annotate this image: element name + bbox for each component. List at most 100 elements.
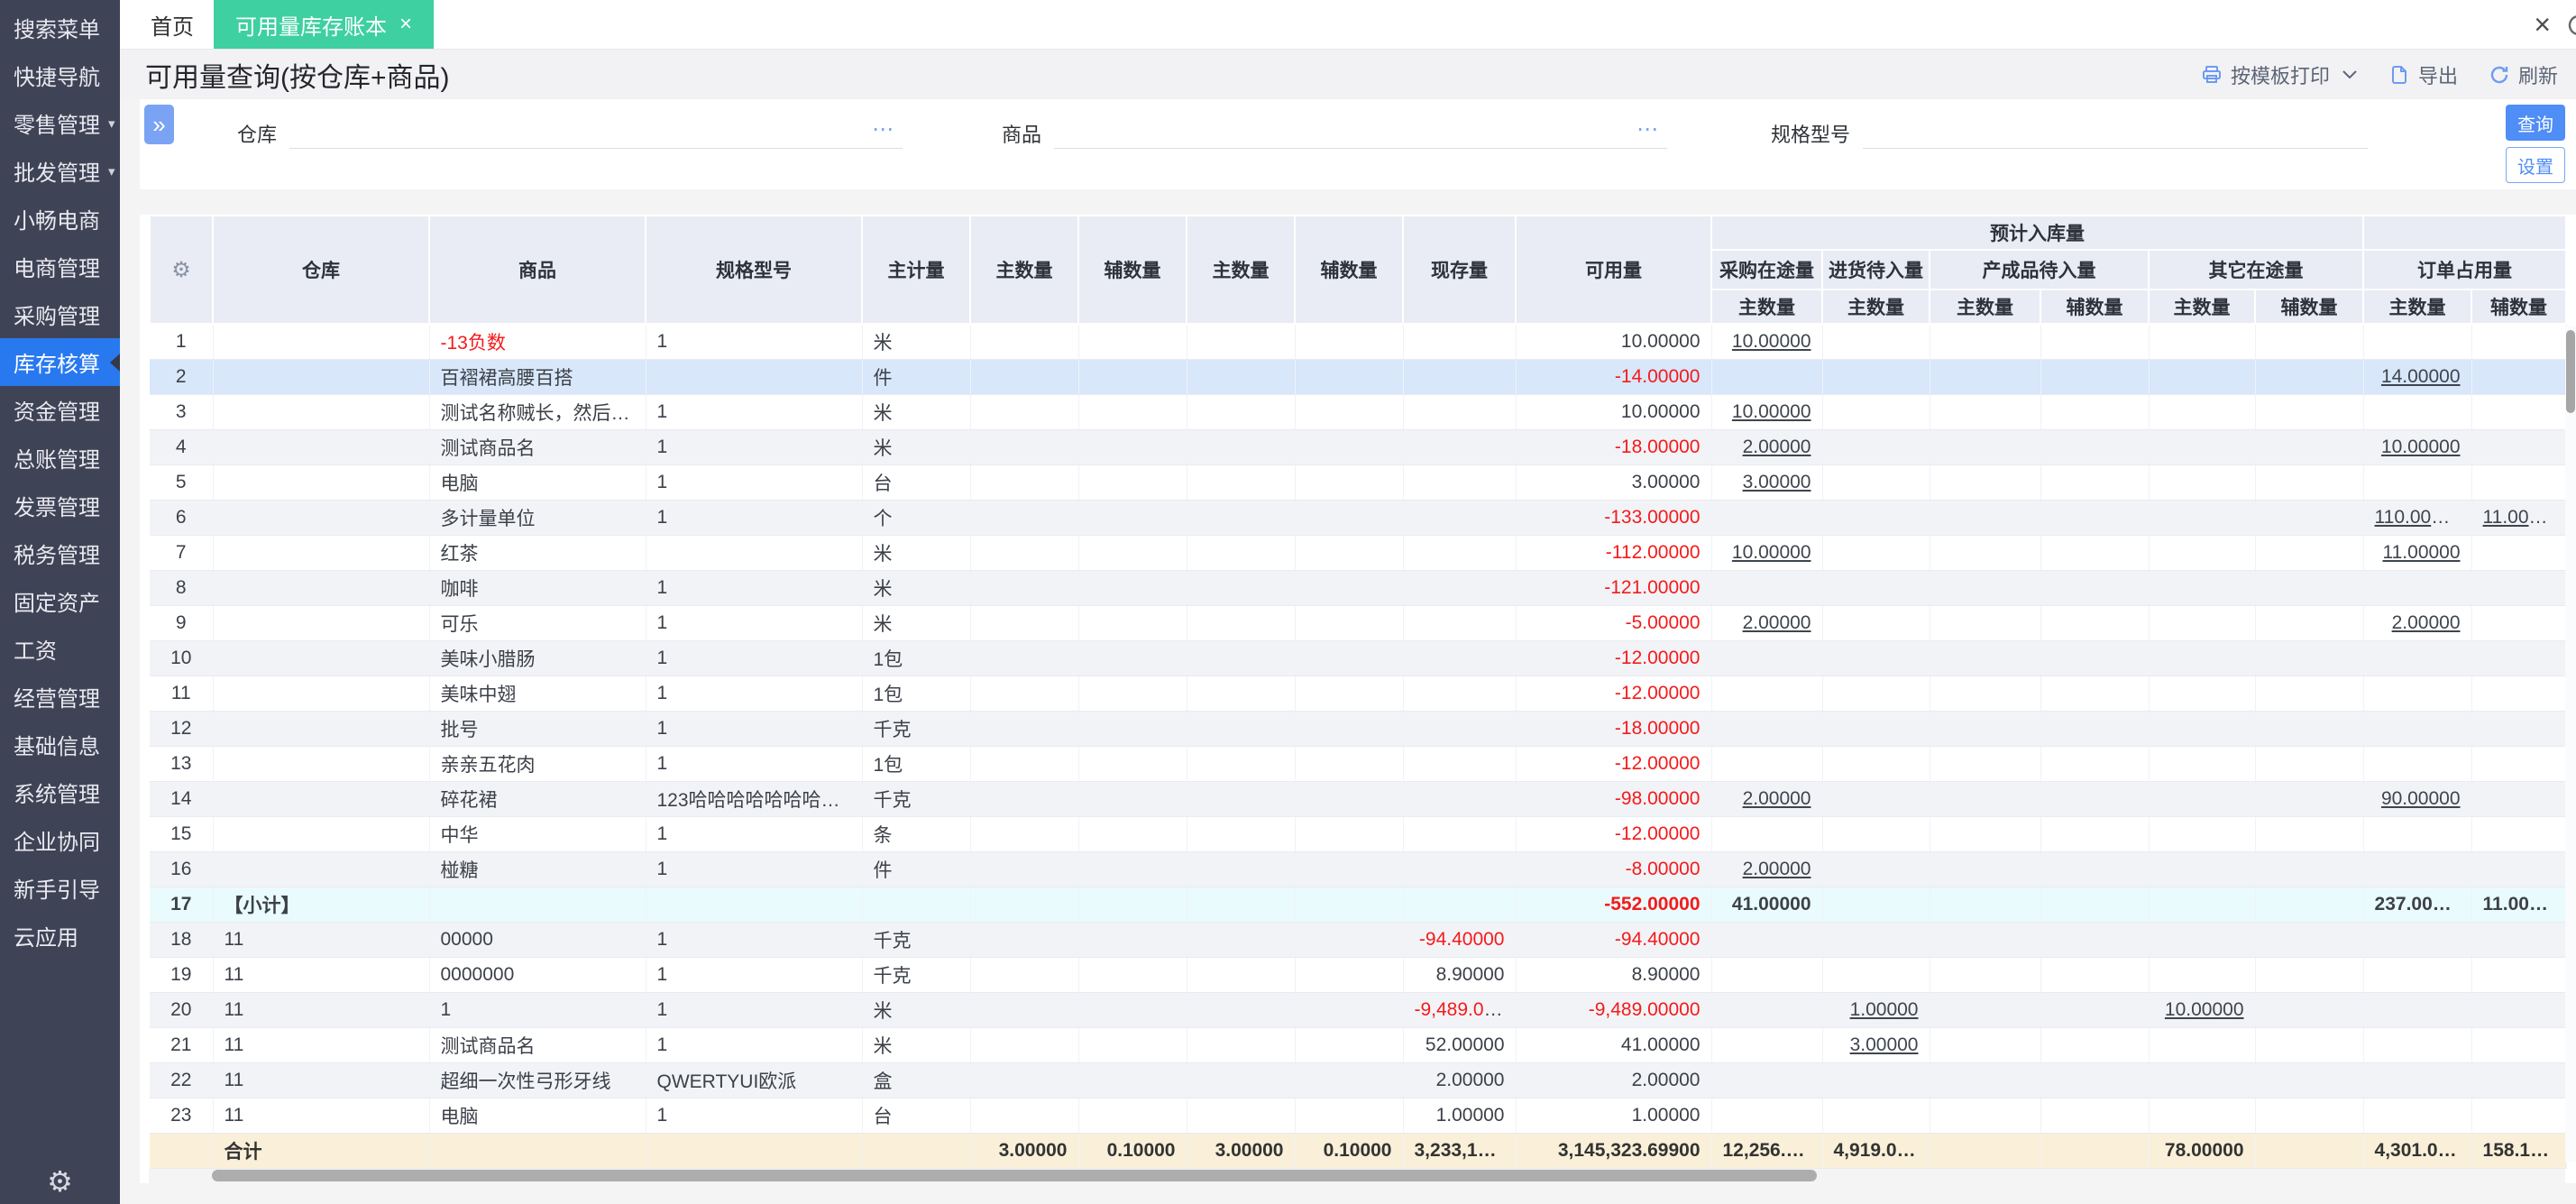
drilldown-link[interactable]: 10.00000 [2380,437,2461,457]
sidebar-item-8[interactable]: 库存核算 [0,338,120,386]
print-by-template-button[interactable]: 按模板打印 [2201,60,2358,89]
sidebar-item-5[interactable]: 小畅电商 [0,195,120,243]
table-row[interactable]: 2 百褶裙高腰百搭 件 -14.00000 14.00000 [150,359,2567,395]
sidebar-item-20[interactable]: 云应用 [0,912,120,960]
cell-unit: 件 [862,359,971,395]
tab-home[interactable]: 首页 [151,14,194,40]
cell-other-intransit-aux [2255,676,2364,712]
sidebar-item-3[interactable]: 零售管理 ▾ [0,99,120,147]
table-row[interactable]: 23 11 电脑 1 台 1.00000 1.00000 [150,1098,2567,1134]
sidebar-item-12[interactable]: 税务管理 [0,529,120,577]
horizontal-scrollbar[interactable] [149,1169,2565,1183]
warehouse-picker-dots-icon[interactable]: ⋯ [872,117,896,142]
table-row[interactable]: 16 椪糖 1 件 -8.00000 2.00000 [150,851,2567,887]
refresh-button[interactable]: 刷新 [2489,60,2558,89]
cell-product: 测试名称贼长，然后截断有没... [429,394,646,430]
cell-onhand-qty: 8.90000 [1403,957,1517,993]
drilldown-link[interactable]: 10.00000 [2164,999,2244,1020]
table-subtotal-row[interactable]: 17 【小计】 -552.00000 41.00000 237.00000 11.0000… [150,887,2567,923]
table-row[interactable]: 22 11 超细一次性弓形牙线 QWERTYUI欧派盒 2.00000 2.00000 [150,1062,2567,1098]
cell-warehouse [213,605,430,641]
drilldown-link[interactable]: 2.00000 [1742,859,1811,879]
drilldown-link[interactable]: 1.00000 [1849,999,1919,1020]
export-button[interactable]: 导出 [2388,60,2458,89]
drilldown-link[interactable]: 14.00000 [2380,366,2461,387]
sidebar-item-11[interactable]: 发票管理 [0,482,120,529]
cell-main-qty-2 [1187,851,1296,887]
table-row[interactable]: 5 电脑 1 台 3.00000 3.00000 [150,464,2567,501]
sidebar-item-19[interactable]: 新手引导 [0,864,120,912]
table-row[interactable]: 15 中华 1 条 -12.00000 [150,816,2567,852]
sidebar-item-10[interactable]: 总账管理 [0,434,120,482]
drilldown-link[interactable]: 2.00000 [2391,612,2461,633]
drilldown-link[interactable]: 11.00000 [2382,542,2461,563]
cell-unit: 千克 [862,711,971,747]
table-row[interactable]: 18 11 00000 1 千克 -94.40000 -94.40000 [150,922,2567,958]
warehouse-input[interactable]: ⋯ [289,117,903,149]
table-row[interactable]: 14 碎花裙123哈哈哈哈哈哈哈哈哈哈哈哈...千克 -98.00000 2.0000… [150,781,2567,817]
cell-warehouse [213,429,430,465]
column-header: 辅数量 [2471,289,2568,325]
drilldown-link[interactable]: 3.00000 [1742,472,1811,492]
cell-main-qty [970,429,1079,465]
sidebar-item-4[interactable]: 批发管理 ▾ [0,147,120,195]
sidebar-item-17[interactable]: 系统管理 [0,768,120,816]
page-title: 可用量查询(按仓库+商品) [145,62,450,93]
drilldown-link[interactable]: 2.00000 [1742,612,1811,633]
cell-other-intransit-main [2149,605,2256,641]
drilldown-link[interactable]: 2.00000 [1742,437,1811,457]
window-close-icon[interactable]: × [2534,7,2551,41]
table-row[interactable]: 20 11 1 1 米 -9,489.000... -9,489.00000 1.00000 1… [150,992,2567,1028]
drilldown-link[interactable]: 10.00000 [1731,401,1811,422]
table-row[interactable]: 12 批号 1 千克 -18.00000 [150,711,2567,747]
clipped-refresh-icon[interactable] [2565,9,2576,40]
drilldown-link[interactable]: 10.00000 [1731,542,1811,563]
sidebar-item-9[interactable]: 资金管理 [0,386,120,434]
product-picker-dots-icon[interactable]: ⋯ [1636,117,1661,142]
drilldown-link[interactable]: 10.00000 [1731,331,1811,352]
sidebar-item-15[interactable]: 经营管理 [0,673,120,721]
table-row[interactable]: 3 测试名称贼长，然后截断有没...1米 10.00000 10.00000 [150,394,2567,430]
cell-product: 碎花裙 [429,781,646,817]
table-total-row[interactable]: 合计 3.00000 0.10000 3.00000 0.10000 3,233,105.… [150,1133,2567,1169]
spec-input[interactable] [1863,117,2369,149]
sidebar-item-14[interactable]: 工资 [0,625,120,673]
sidebar-item-13[interactable]: 固定资产 [0,577,120,625]
sidebar-item-1[interactable]: 搜索菜单 [0,4,120,51]
sidebar-item-6[interactable]: 电商管理 [0,243,120,290]
vertical-scrollbar[interactable] [2565,326,2576,1162]
drilldown-link[interactable]: 110.00000 [2374,507,2463,528]
sidebar-settings-gear-icon[interactable]: ⚙ [47,1165,73,1198]
drilldown-link[interactable]: 3.00000 [1849,1034,1919,1055]
drilldown-link[interactable]: 90.00000 [2380,788,2461,809]
sidebar-item-7[interactable]: 采购管理 [0,290,120,338]
table-row[interactable]: 7 红茶 米 -112.00000 10.00000 11.00000 [150,535,2567,571]
table-row[interactable]: 10 美味小腊肠 1 1包 -12.00000 [150,640,2567,676]
product-input[interactable]: ⋯ [1054,117,1668,149]
expand-filters-icon[interactable]: » [144,105,174,144]
drilldown-link[interactable]: 2.00000 [1742,788,1811,809]
query-button[interactable]: 查询 [2506,105,2565,141]
drilldown-link[interactable]: 11.00000 [2482,507,2561,528]
sidebar-item-2[interactable]: 快捷导航 [0,51,120,99]
settings-button[interactable]: 设置 [2506,147,2565,183]
table-row[interactable]: 1 -13负数 1 米 10.00000 10.00000 [150,324,2567,360]
table-row[interactable]: 6 多计量单位 1 个 -133.00000 110.00000 11.00000 [150,500,2567,536]
sidebar-item-18[interactable]: 企业协同 [0,816,120,864]
table-row[interactable]: 21 11 测试商品名 1 米 52.00000 41.00000 3.00000 [150,1027,2567,1063]
table-row[interactable]: 4 测试商品名 1 米 -18.00000 2.00000 10.00000 [150,429,2567,465]
table-row[interactable]: 13 亲亲五花肉 1 1包 -12.00000 [150,746,2567,782]
sidebar-item-16[interactable]: 基础信息 [0,721,120,768]
column-header: 主数量 [2148,289,2256,325]
table-row[interactable]: 19 11 0000000 1 千克 8.90000 8.90000 [150,957,2567,993]
column-settings-icon[interactable]: ⚙ [149,215,214,325]
cell-aux-qty [1078,359,1187,395]
horizontal-scrollbar-thumb[interactable] [212,1170,1817,1181]
tab-available-stock-ledger[interactable]: 可用量库存账本 × [214,0,435,49]
table-row[interactable]: 8 咖啡 1 米 -121.00000 [150,570,2567,606]
tab-close-icon[interactable]: × [399,12,413,36]
table-row[interactable]: 11 美味中翅 1 1包 -12.00000 [150,676,2567,712]
cell-other-intransit-main [2149,570,2256,606]
table-row[interactable]: 9 可乐 1 米 -5.00000 2.00000 2.00000 [150,605,2567,641]
vertical-scrollbar-thumb[interactable] [2566,330,2575,413]
